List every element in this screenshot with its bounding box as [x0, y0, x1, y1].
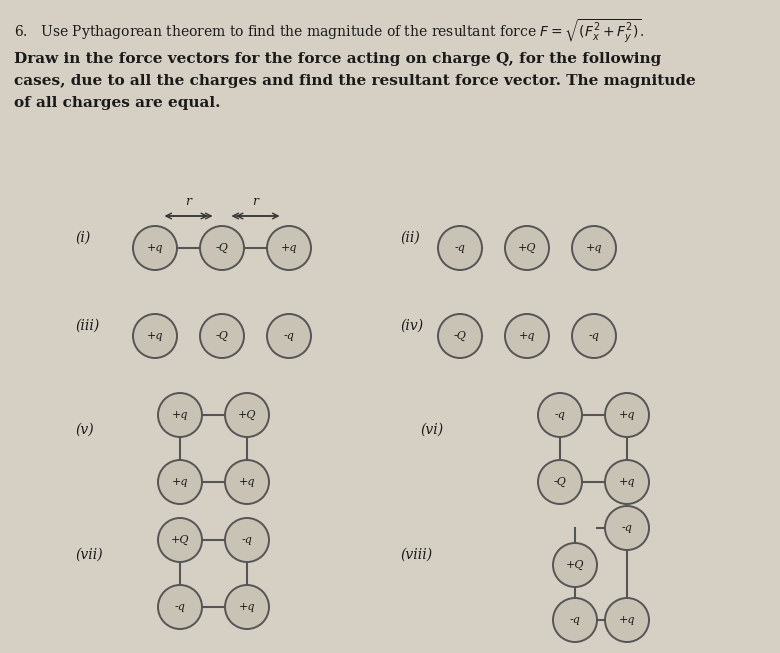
Circle shape — [200, 226, 244, 270]
Circle shape — [553, 598, 597, 642]
Circle shape — [538, 393, 582, 437]
Text: -q: -q — [622, 523, 633, 533]
Text: (viii): (viii) — [400, 548, 432, 562]
Text: +q: +q — [281, 243, 297, 253]
Circle shape — [225, 518, 269, 562]
Text: -q: -q — [589, 331, 600, 341]
Circle shape — [538, 460, 582, 504]
Text: +Q: +Q — [518, 243, 537, 253]
Text: +q: +q — [586, 243, 602, 253]
Text: +q: +q — [619, 410, 635, 420]
Text: -Q: -Q — [453, 331, 466, 341]
Text: Draw in the force vectors for the force acting on charge Q, for the following: Draw in the force vectors for the force … — [14, 52, 661, 66]
Circle shape — [605, 598, 649, 642]
Circle shape — [133, 226, 177, 270]
Text: +q: +q — [239, 602, 255, 612]
Text: +q: +q — [147, 243, 163, 253]
Text: (iv): (iv) — [400, 319, 423, 333]
Text: cases, due to all the charges and find the resultant force vector. The magnitude: cases, due to all the charges and find t… — [14, 74, 696, 88]
Circle shape — [505, 226, 549, 270]
Text: (v): (v) — [75, 423, 94, 437]
Text: +q: +q — [239, 477, 255, 487]
Text: r: r — [253, 195, 258, 208]
Text: +q: +q — [519, 331, 535, 341]
Circle shape — [572, 314, 616, 358]
Text: -q: -q — [555, 410, 565, 420]
Text: +q: +q — [619, 477, 635, 487]
Text: -q: -q — [284, 331, 294, 341]
Text: -Q: -Q — [215, 243, 229, 253]
Circle shape — [438, 226, 482, 270]
Circle shape — [605, 460, 649, 504]
Text: (vii): (vii) — [75, 548, 103, 562]
Circle shape — [605, 393, 649, 437]
Circle shape — [553, 543, 597, 587]
Text: +q: +q — [172, 477, 188, 487]
Circle shape — [158, 585, 202, 629]
Text: (ii): (ii) — [400, 231, 420, 245]
Text: (vi): (vi) — [420, 423, 443, 437]
Circle shape — [572, 226, 616, 270]
Circle shape — [133, 314, 177, 358]
Text: -q: -q — [455, 243, 466, 253]
Text: -q: -q — [242, 535, 253, 545]
Text: +q: +q — [147, 331, 163, 341]
Circle shape — [505, 314, 549, 358]
Text: of all charges are equal.: of all charges are equal. — [14, 96, 221, 110]
Circle shape — [225, 460, 269, 504]
Text: -q: -q — [175, 602, 186, 612]
Text: +Q: +Q — [238, 410, 257, 420]
Circle shape — [225, 393, 269, 437]
Circle shape — [158, 393, 202, 437]
Circle shape — [200, 314, 244, 358]
Circle shape — [158, 460, 202, 504]
Circle shape — [267, 314, 311, 358]
Text: -q: -q — [569, 615, 580, 625]
Circle shape — [225, 585, 269, 629]
Text: r: r — [186, 195, 192, 208]
Text: +q: +q — [172, 410, 188, 420]
Circle shape — [158, 518, 202, 562]
Text: +q: +q — [619, 615, 635, 625]
Circle shape — [438, 314, 482, 358]
Text: 6.   Use Pythagorean theorem to find the magnitude of the resultant force $F = \: 6. Use Pythagorean theorem to find the m… — [14, 18, 644, 45]
Text: (i): (i) — [75, 231, 90, 245]
Circle shape — [605, 506, 649, 550]
Text: +Q: +Q — [171, 535, 190, 545]
Text: +Q: +Q — [566, 560, 584, 570]
Circle shape — [267, 226, 311, 270]
Text: (iii): (iii) — [75, 319, 99, 333]
Text: -Q: -Q — [215, 331, 229, 341]
Text: -Q: -Q — [554, 477, 566, 487]
